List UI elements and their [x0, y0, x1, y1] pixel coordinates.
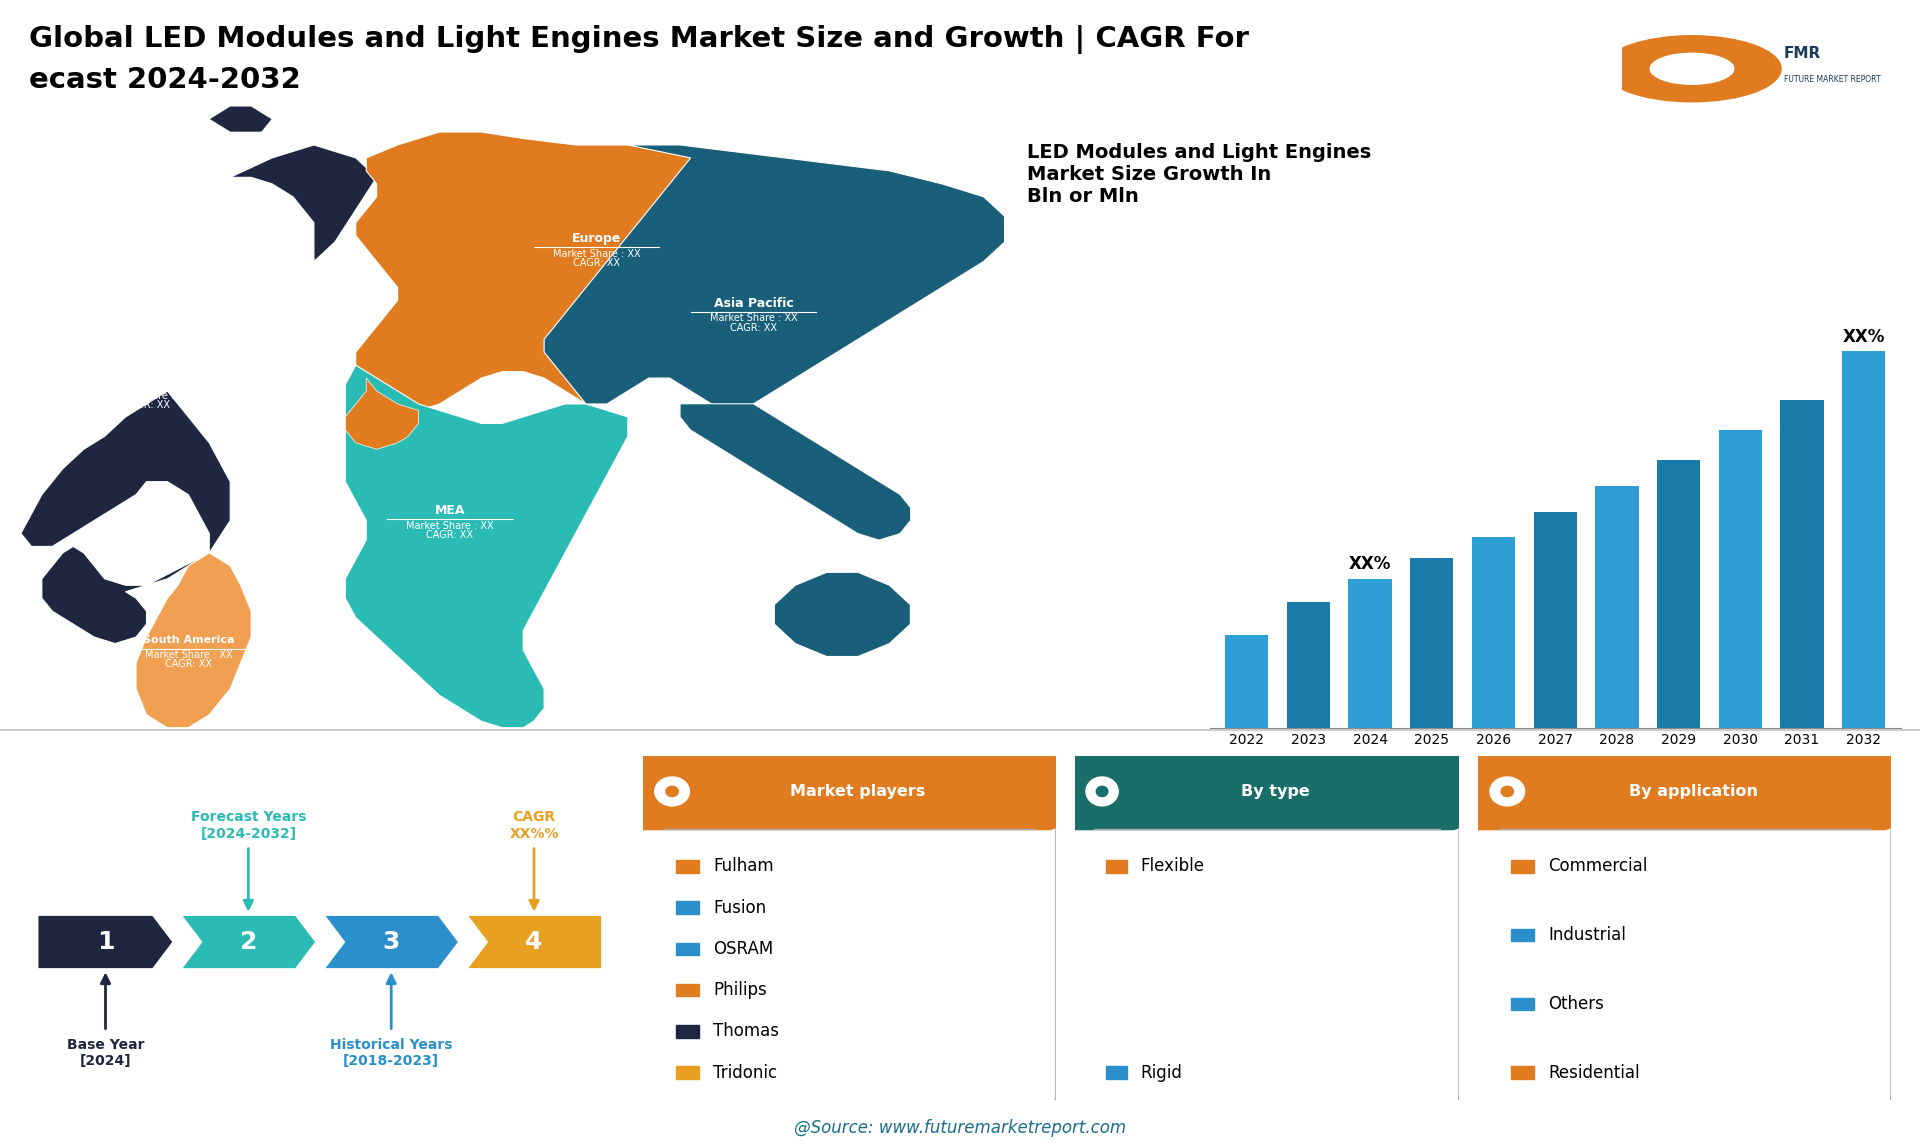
- Polygon shape: [209, 107, 273, 132]
- Bar: [1225, 635, 1269, 728]
- Text: CAGR: XX: CAGR: XX: [426, 529, 474, 540]
- Text: Europe: Europe: [572, 233, 622, 245]
- FancyBboxPatch shape: [1471, 818, 1891, 1104]
- Text: Rigid: Rigid: [1140, 1063, 1183, 1082]
- Circle shape: [1603, 36, 1782, 102]
- Bar: [676, 1067, 699, 1078]
- Text: Market Share : XX: Market Share : XX: [102, 391, 190, 401]
- Text: Tridonic: Tridonic: [714, 1063, 778, 1082]
- Text: Forecast Years
[2024-2032]: Forecast Years [2024-2032]: [190, 810, 305, 841]
- Text: CAGR: XX: CAGR: XX: [165, 659, 211, 669]
- Text: FMR: FMR: [1784, 46, 1822, 61]
- Bar: [1511, 861, 1534, 872]
- Polygon shape: [680, 405, 910, 540]
- Text: Fusion: Fusion: [714, 898, 766, 917]
- Bar: [1106, 1067, 1127, 1078]
- Polygon shape: [180, 915, 317, 970]
- Polygon shape: [346, 366, 628, 728]
- Text: By type: By type: [1240, 784, 1309, 799]
- Text: Fulham: Fulham: [714, 857, 774, 876]
- Circle shape: [1649, 53, 1734, 85]
- Text: @Source: www.futuremarketreport.com: @Source: www.futuremarketreport.com: [795, 1118, 1125, 1137]
- Text: CAGR: XX: CAGR: XX: [572, 258, 620, 268]
- Polygon shape: [36, 915, 175, 970]
- Text: MEA: MEA: [434, 504, 465, 517]
- Text: Global LED Modules and Light Engines Market Size and Growth | CAGR For: Global LED Modules and Light Engines Mar…: [29, 25, 1248, 54]
- Circle shape: [1087, 777, 1117, 806]
- Bar: [1780, 400, 1824, 728]
- Text: 3: 3: [382, 931, 399, 953]
- Text: Base Year
[2024]: Base Year [2024]: [67, 1038, 144, 1068]
- Circle shape: [1501, 786, 1513, 796]
- Text: 4: 4: [526, 931, 543, 953]
- Bar: [1511, 998, 1534, 1010]
- Text: Philips: Philips: [714, 981, 768, 999]
- Polygon shape: [355, 132, 1004, 410]
- Bar: [1718, 430, 1763, 728]
- Bar: [1841, 351, 1885, 728]
- Bar: [1286, 602, 1331, 728]
- Text: CAGR: XX: CAGR: XX: [123, 400, 171, 410]
- Circle shape: [1490, 777, 1524, 806]
- Circle shape: [666, 786, 678, 796]
- Bar: [1409, 558, 1453, 728]
- Bar: [676, 902, 699, 913]
- Polygon shape: [323, 915, 459, 970]
- Bar: [676, 984, 699, 996]
- Polygon shape: [465, 915, 603, 970]
- Polygon shape: [346, 378, 419, 449]
- Polygon shape: [136, 552, 252, 728]
- Bar: [1511, 1067, 1534, 1078]
- Text: Residential: Residential: [1549, 1063, 1640, 1082]
- Bar: [1511, 929, 1534, 941]
- Text: Commercial: Commercial: [1549, 857, 1647, 876]
- Text: By application: By application: [1628, 784, 1757, 799]
- Text: XX%: XX%: [1350, 556, 1392, 573]
- Text: LED Modules and Light Engines
Market Size Growth In
Bln or Mln: LED Modules and Light Engines Market Siz…: [1027, 143, 1371, 206]
- Bar: [1348, 579, 1392, 728]
- Text: Asia Pacific: Asia Pacific: [714, 297, 793, 311]
- Text: Industrial: Industrial: [1549, 926, 1626, 944]
- Text: XX%: XX%: [1843, 328, 1885, 346]
- Text: Market players: Market players: [791, 784, 925, 799]
- Circle shape: [1096, 786, 1108, 796]
- Text: South America: South America: [142, 635, 234, 645]
- Circle shape: [655, 777, 689, 806]
- Text: OSRAM: OSRAM: [714, 940, 774, 958]
- Bar: [1596, 486, 1638, 728]
- Bar: [676, 1026, 699, 1037]
- Text: Flexible: Flexible: [1140, 857, 1204, 876]
- FancyBboxPatch shape: [1066, 753, 1461, 830]
- Text: 1: 1: [96, 931, 115, 953]
- Bar: [1534, 512, 1576, 728]
- FancyBboxPatch shape: [634, 753, 1058, 830]
- Text: Market Share : XX: Market Share : XX: [144, 650, 232, 660]
- Text: Market Share : XX: Market Share : XX: [407, 520, 493, 531]
- Text: Others: Others: [1549, 995, 1605, 1013]
- Bar: [1657, 460, 1701, 728]
- Text: Historical Years
[2018-2023]: Historical Years [2018-2023]: [330, 1038, 453, 1068]
- Bar: [676, 861, 699, 872]
- Text: ecast 2024-2032: ecast 2024-2032: [29, 66, 301, 94]
- Bar: [676, 943, 699, 955]
- Text: 2: 2: [240, 931, 257, 953]
- Polygon shape: [21, 132, 376, 644]
- Polygon shape: [774, 572, 910, 657]
- Text: Market Share : XX: Market Share : XX: [710, 314, 797, 323]
- Polygon shape: [543, 146, 1004, 405]
- Bar: [1473, 537, 1515, 728]
- Text: CAGR
XX%%: CAGR XX%%: [509, 810, 559, 841]
- Text: CAGR: XX: CAGR: XX: [730, 322, 778, 332]
- Text: Market Share : XX: Market Share : XX: [553, 249, 639, 259]
- FancyBboxPatch shape: [636, 818, 1056, 1104]
- FancyBboxPatch shape: [1068, 818, 1459, 1104]
- Text: FUTURE MARKET REPORT: FUTURE MARKET REPORT: [1784, 74, 1880, 84]
- Text: Thomas: Thomas: [714, 1022, 780, 1041]
- FancyBboxPatch shape: [1469, 753, 1893, 830]
- Text: North
America: North America: [117, 368, 175, 395]
- Bar: [1106, 861, 1127, 872]
